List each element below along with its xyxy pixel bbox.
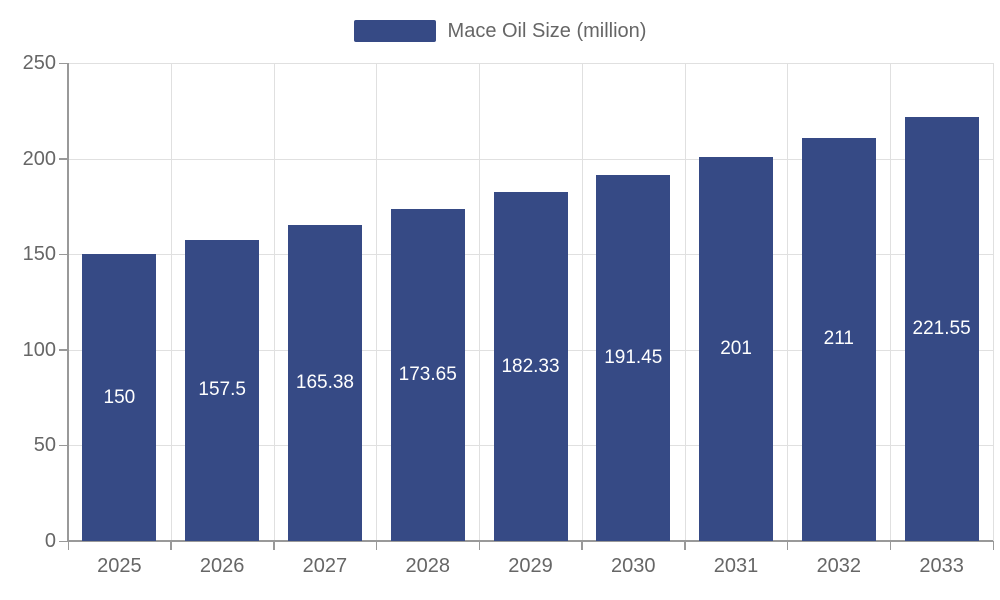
bar-2033[interactable]: 221.55 [904, 117, 979, 541]
bar-2028[interactable]: 173.65 [390, 208, 465, 541]
bar-value-label: 191.45 [604, 346, 663, 368]
gridline-vertical [787, 63, 789, 541]
y-tick-label: 50 [33, 434, 56, 457]
bar-2027[interactable]: 165.38 [287, 224, 362, 541]
x-tick-label: 2030 [611, 555, 656, 577]
x-axis-tick [375, 541, 378, 550]
y-axis-tick [59, 540, 68, 542]
y-tick-label: 100 [22, 338, 56, 361]
bar-value-label: 211 [823, 328, 854, 350]
x-tick-label: 2025 [97, 555, 142, 577]
plot-area: 150 157.5 165.38 173.65 182.33 191.45 201 211 22… [59, 62, 994, 550]
gridline-vertical [993, 63, 994, 541]
gridline-vertical [376, 63, 378, 541]
bar-value-label: 182.33 [501, 355, 560, 377]
bar-2031[interactable]: 201 [699, 156, 774, 541]
y-tick-label: 250 [22, 52, 56, 74]
x-tick-label: 2033 [919, 555, 964, 577]
gridline-vertical [479, 63, 481, 541]
bar-2029[interactable]: 182.33 [493, 192, 568, 541]
bar-value-label: 201 [720, 337, 752, 359]
y-tick-label: 150 [22, 243, 56, 266]
x-axis-tick [273, 541, 275, 550]
bar-value-label: 221.55 [912, 318, 971, 340]
legend-swatch [353, 20, 436, 42]
x-tick-label: 2027 [302, 555, 348, 577]
gridline-vertical [581, 63, 583, 541]
legend-label: Mace Oil Size (million) [447, 20, 647, 42]
x-tick-label: 2028 [405, 555, 450, 577]
gridline-horizontal [68, 158, 993, 160]
x-axis-tick [992, 541, 994, 550]
y-axis-tick [59, 444, 68, 447]
bar-2032[interactable]: 211 [801, 137, 876, 541]
gridline-vertical [170, 63, 172, 541]
x-tick-label: 2032 [816, 555, 862, 577]
x-axis-tick [684, 541, 686, 550]
x-tick-label: 2029 [508, 555, 553, 577]
gridline-vertical [273, 63, 275, 541]
bar-value-label: 150 [103, 386, 136, 408]
gridline-vertical [890, 63, 892, 541]
bar-2026[interactable]: 157.5 [185, 239, 260, 541]
bar-value-label: 157.5 [198, 379, 246, 401]
bar-2025[interactable]: 150 [82, 254, 157, 541]
y-axis-tick [59, 349, 68, 351]
y-axis-tick [59, 253, 68, 256]
bar-2030[interactable]: 191.45 [596, 174, 671, 541]
gridline-vertical [684, 63, 686, 541]
y-axis-tick [59, 158, 68, 160]
y-axis-line [67, 63, 69, 541]
legend-item[interactable]: Mace Oil Size (million) [0, 18, 1000, 44]
x-axis-line [68, 540, 993, 542]
y-tick-label: 200 [22, 147, 56, 170]
gridline-horizontal [68, 63, 993, 64]
bar-value-label: 173.65 [398, 363, 457, 385]
y-tick-label: 0 [44, 530, 56, 552]
x-tick-label: 2026 [199, 555, 245, 577]
x-tick-label: 2031 [713, 555, 759, 577]
x-axis-tick [889, 541, 892, 550]
x-axis-tick [478, 541, 481, 550]
x-axis-tick [786, 541, 789, 550]
x-axis-tick [170, 541, 172, 550]
x-axis-tick [67, 541, 69, 550]
x-axis-tick [581, 541, 583, 550]
bar-value-label: 165.38 [295, 371, 354, 393]
y-axis-tick [59, 62, 68, 64]
